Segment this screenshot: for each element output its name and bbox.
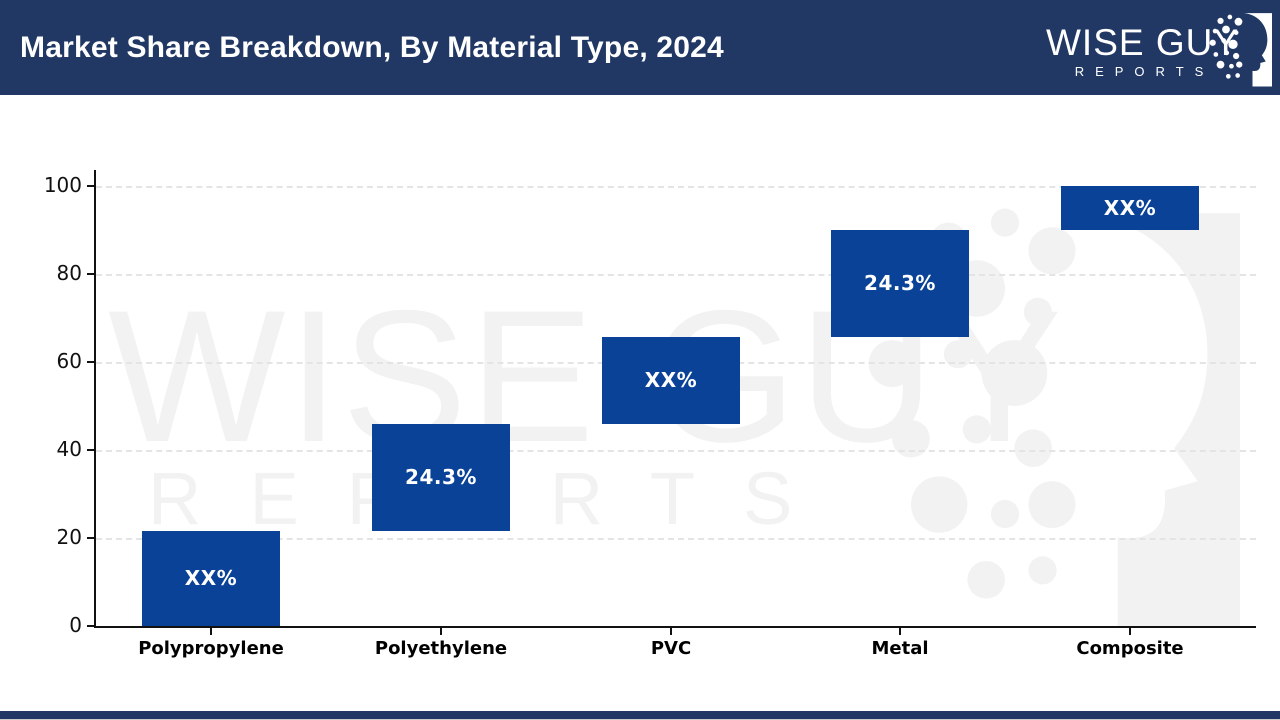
bar-value-label: XX% [1103,196,1157,220]
x-tick-mark [210,628,212,635]
y-tick-label: 20 [56,525,82,549]
category-label: Metal [871,638,929,659]
y-tick-mark [87,625,95,627]
bar-metal: 24.3% [831,230,969,337]
y-axis-line [94,170,96,628]
category-label: Composite [1076,638,1184,659]
bar-pvc: XX% [602,336,740,424]
gridline [96,274,1256,276]
brand-logo-text: WISE GUY REPORTS [1046,24,1239,79]
header-bar: Market Share Breakdown, By Material Type… [0,0,1280,95]
y-tick-mark [87,537,95,539]
bar-polyethylene: 24.3% [372,423,510,531]
gridline [96,538,1256,540]
y-tick-label: 80 [56,261,82,285]
y-tick-label: 40 [56,437,82,461]
footer-bar [0,711,1280,719]
bar-polypropylene: XX% [142,530,280,626]
x-tick-mark [1129,628,1131,635]
x-axis-line [94,626,1256,628]
category-label: Polypropylene [138,638,284,659]
bar-value-label: XX% [644,368,698,393]
gridline [96,450,1256,452]
chart-title: Market Share Breakdown, By Material Type… [20,30,724,64]
brand-logo-line1: WISE GUY [1046,22,1240,63]
gridline [96,186,1256,188]
bar-value-label: XX% [184,566,238,591]
y-tick-mark [87,361,95,363]
y-tick-mark [87,185,95,187]
brand-logo-face-icon [1209,13,1272,87]
x-tick-mark [440,628,442,635]
bar-value-label: 24.3% [864,271,936,296]
x-tick-mark [670,628,672,635]
y-tick-mark [87,449,95,451]
x-tick-mark [899,628,901,635]
brand-logo-line2: REPORTS [1074,64,1215,79]
category-label: PVC [650,638,692,659]
bar-value-label: 24.3% [405,465,477,490]
category-label: Polyethylene [374,638,508,659]
brand-logo: WISE GUY REPORTS [1016,8,1272,88]
y-tick-label: 100 [43,173,82,197]
bar-composite: XX% [1061,186,1199,230]
y-tick-label: 0 [69,613,82,637]
y-tick-mark [87,273,95,275]
y-tick-label: 60 [56,349,82,373]
